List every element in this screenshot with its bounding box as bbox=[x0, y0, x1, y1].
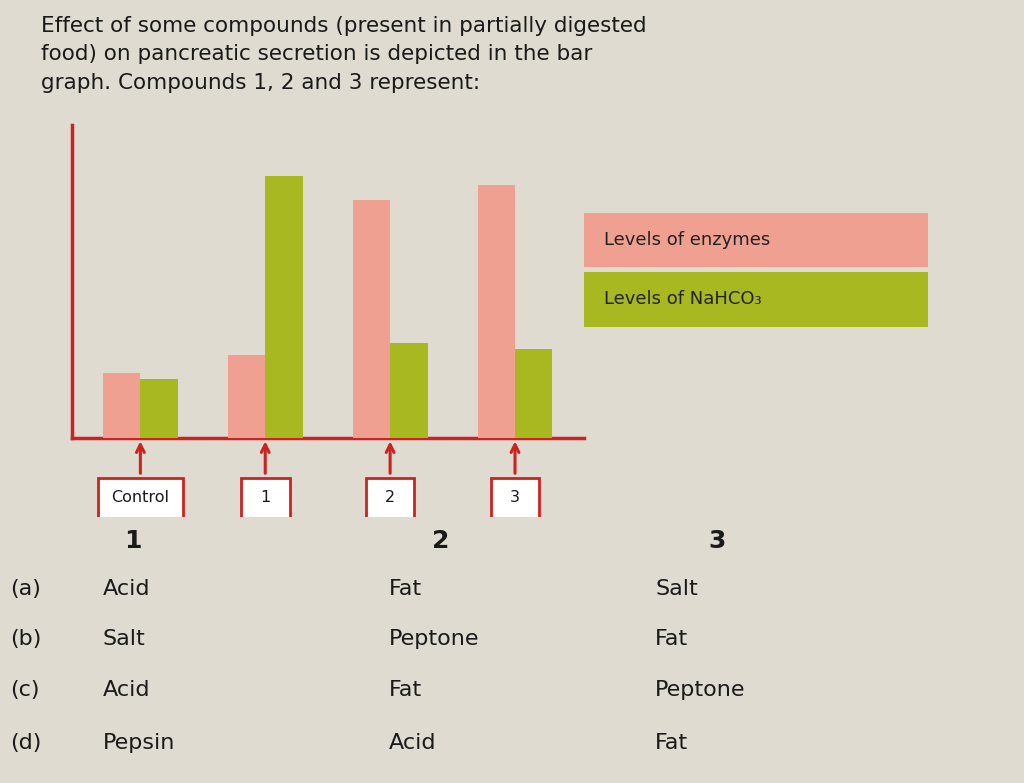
Text: Peptone: Peptone bbox=[655, 680, 745, 700]
Bar bbox=[352, 200, 390, 438]
Text: Salt: Salt bbox=[655, 579, 698, 599]
FancyBboxPatch shape bbox=[98, 478, 182, 518]
FancyBboxPatch shape bbox=[366, 478, 415, 518]
FancyBboxPatch shape bbox=[241, 478, 290, 518]
Text: 2: 2 bbox=[432, 529, 449, 553]
Text: 1: 1 bbox=[124, 529, 142, 553]
Text: Effect of some compounds (present in partially digested
food) on pancreatic secr: Effect of some compounds (present in par… bbox=[41, 16, 646, 93]
Text: (a): (a) bbox=[10, 579, 41, 599]
Text: Control: Control bbox=[112, 490, 169, 506]
Bar bbox=[265, 176, 303, 438]
Text: (c): (c) bbox=[10, 680, 40, 700]
Bar bbox=[140, 379, 178, 438]
Text: Levels of enzymes: Levels of enzymes bbox=[604, 231, 770, 248]
Text: 1: 1 bbox=[260, 490, 270, 506]
Text: Fat: Fat bbox=[389, 579, 422, 599]
Bar bbox=[477, 185, 515, 438]
FancyBboxPatch shape bbox=[490, 478, 540, 518]
Text: Salt: Salt bbox=[102, 630, 145, 649]
Text: (b): (b) bbox=[10, 630, 42, 649]
Text: Peptone: Peptone bbox=[389, 630, 479, 649]
FancyBboxPatch shape bbox=[575, 272, 928, 327]
Text: Fat: Fat bbox=[655, 733, 688, 753]
Text: Levels of NaHCO₃: Levels of NaHCO₃ bbox=[604, 290, 762, 309]
Text: Acid: Acid bbox=[389, 733, 436, 753]
Text: 3: 3 bbox=[510, 490, 520, 506]
Text: Acid: Acid bbox=[102, 680, 150, 700]
Text: Acid: Acid bbox=[102, 579, 150, 599]
Text: Pepsin: Pepsin bbox=[102, 733, 175, 753]
Bar bbox=[390, 343, 428, 438]
Text: 2: 2 bbox=[385, 490, 395, 506]
FancyBboxPatch shape bbox=[575, 212, 928, 266]
Bar bbox=[515, 349, 553, 438]
Text: (d): (d) bbox=[10, 733, 42, 753]
Text: 3: 3 bbox=[709, 529, 725, 553]
Bar bbox=[227, 355, 265, 438]
Text: Fat: Fat bbox=[389, 680, 422, 700]
Bar bbox=[102, 373, 140, 438]
Text: Fat: Fat bbox=[655, 630, 688, 649]
